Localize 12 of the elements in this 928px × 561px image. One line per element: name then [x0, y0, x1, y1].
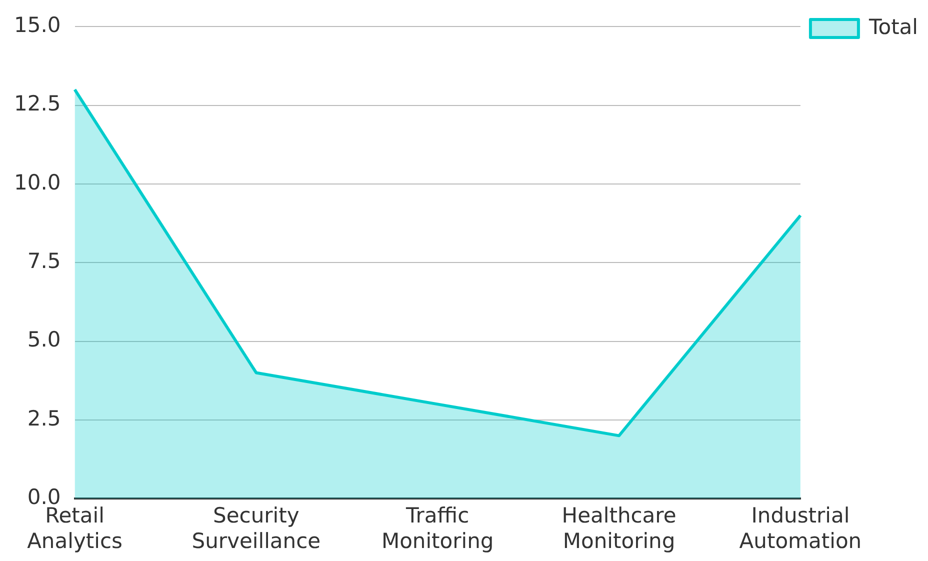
y-tick-label: 12.5: [14, 92, 61, 116]
y-tick-label: 5.0: [27, 328, 61, 352]
y-tick-label: 2.5: [27, 406, 61, 430]
legend-label: Total: [868, 14, 918, 39]
x-tick-label: Traffic Monitoring: [381, 504, 494, 553]
x-tick-label: Retail Analytics: [27, 504, 122, 553]
y-tick-label: 7.5: [27, 249, 61, 274]
y-tick-label: 15.0: [14, 13, 61, 38]
x-tick-label: Industrial Automation: [739, 504, 862, 553]
y-tick-label: 10.0: [14, 170, 61, 194]
x-tick-label: Security Surveillance: [192, 504, 321, 553]
x-tick-label: Healthcare Monitoring: [562, 504, 676, 553]
